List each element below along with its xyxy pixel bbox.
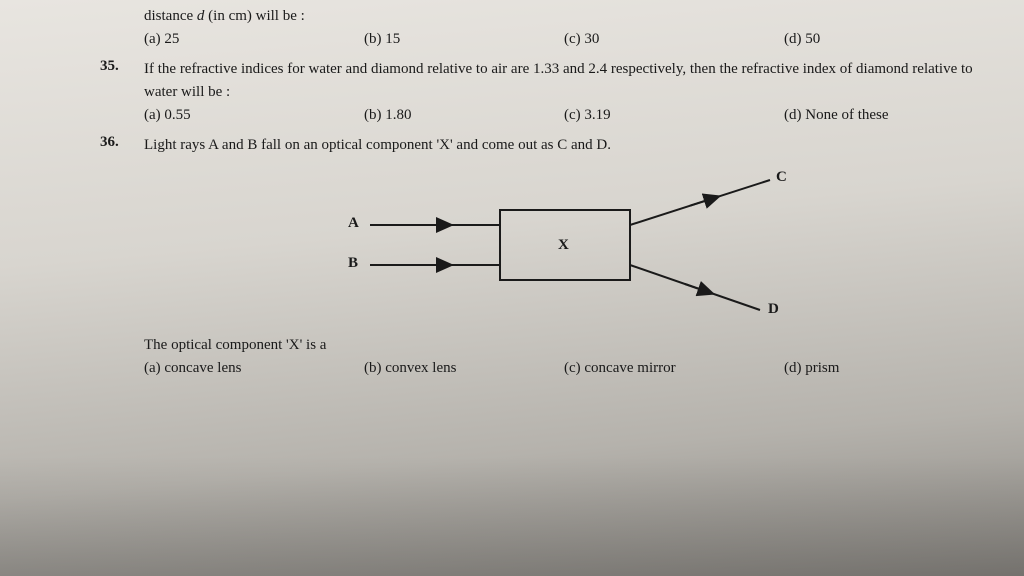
q35-number: 35. — [100, 58, 144, 103]
q36-option-c: (c) concave mirror — [564, 360, 784, 377]
optical-diagram: A B C D X — [300, 165, 820, 325]
label-a: A — [348, 215, 359, 232]
q35-option-c: (c) 3.19 — [564, 107, 784, 124]
q34-option-a: (a) 25 — [144, 31, 364, 48]
q36: 36. Light rays A and B fall on an optica… — [100, 134, 984, 157]
ray-d-arrow — [685, 284, 702, 290]
label-c: C — [776, 169, 787, 186]
q35-option-b: (b) 1.80 — [364, 107, 564, 124]
q36-option-a: (a) concave lens — [144, 360, 364, 377]
q36-option-b: (b) convex lens — [364, 360, 564, 377]
page-content: distance d (in cm) will be : (a) 25 (b) … — [100, 8, 984, 377]
q36-text: Light rays A and B fall on an optical co… — [144, 134, 984, 157]
q34-options: (a) 25 (b) 15 (c) 30 (d) 50 — [144, 31, 984, 48]
q35-text: If the refractive indices for water and … — [144, 58, 984, 103]
q36-options: (a) concave lens (b) convex lens (c) con… — [144, 360, 984, 377]
q34-prelude: distance d (in cm) will be : — [144, 8, 984, 25]
q35: 35. If the refractive indices for water … — [100, 58, 984, 103]
q35-options: (a) 0.55 (b) 1.80 (c) 3.19 (d) None of t… — [144, 107, 984, 124]
ray-c-arrow — [690, 199, 708, 205]
q34-option-b: (b) 15 — [364, 31, 564, 48]
q34-option-d: (d) 50 — [784, 31, 984, 48]
page-shadow — [0, 456, 1024, 576]
q34-option-c: (c) 30 — [564, 31, 784, 48]
q35-option-d: (d) None of these — [784, 107, 984, 124]
q36-subtext: The optical component 'X' is a — [144, 337, 984, 354]
label-b: B — [348, 255, 358, 272]
label-d: D — [768, 301, 779, 318]
q36-number: 36. — [100, 134, 144, 157]
q35-option-a: (a) 0.55 — [144, 107, 364, 124]
q36-option-d: (d) prism — [784, 360, 984, 377]
label-x: X — [558, 237, 569, 254]
q34-prelude-text: distance d (in cm) will be : — [144, 8, 305, 24]
